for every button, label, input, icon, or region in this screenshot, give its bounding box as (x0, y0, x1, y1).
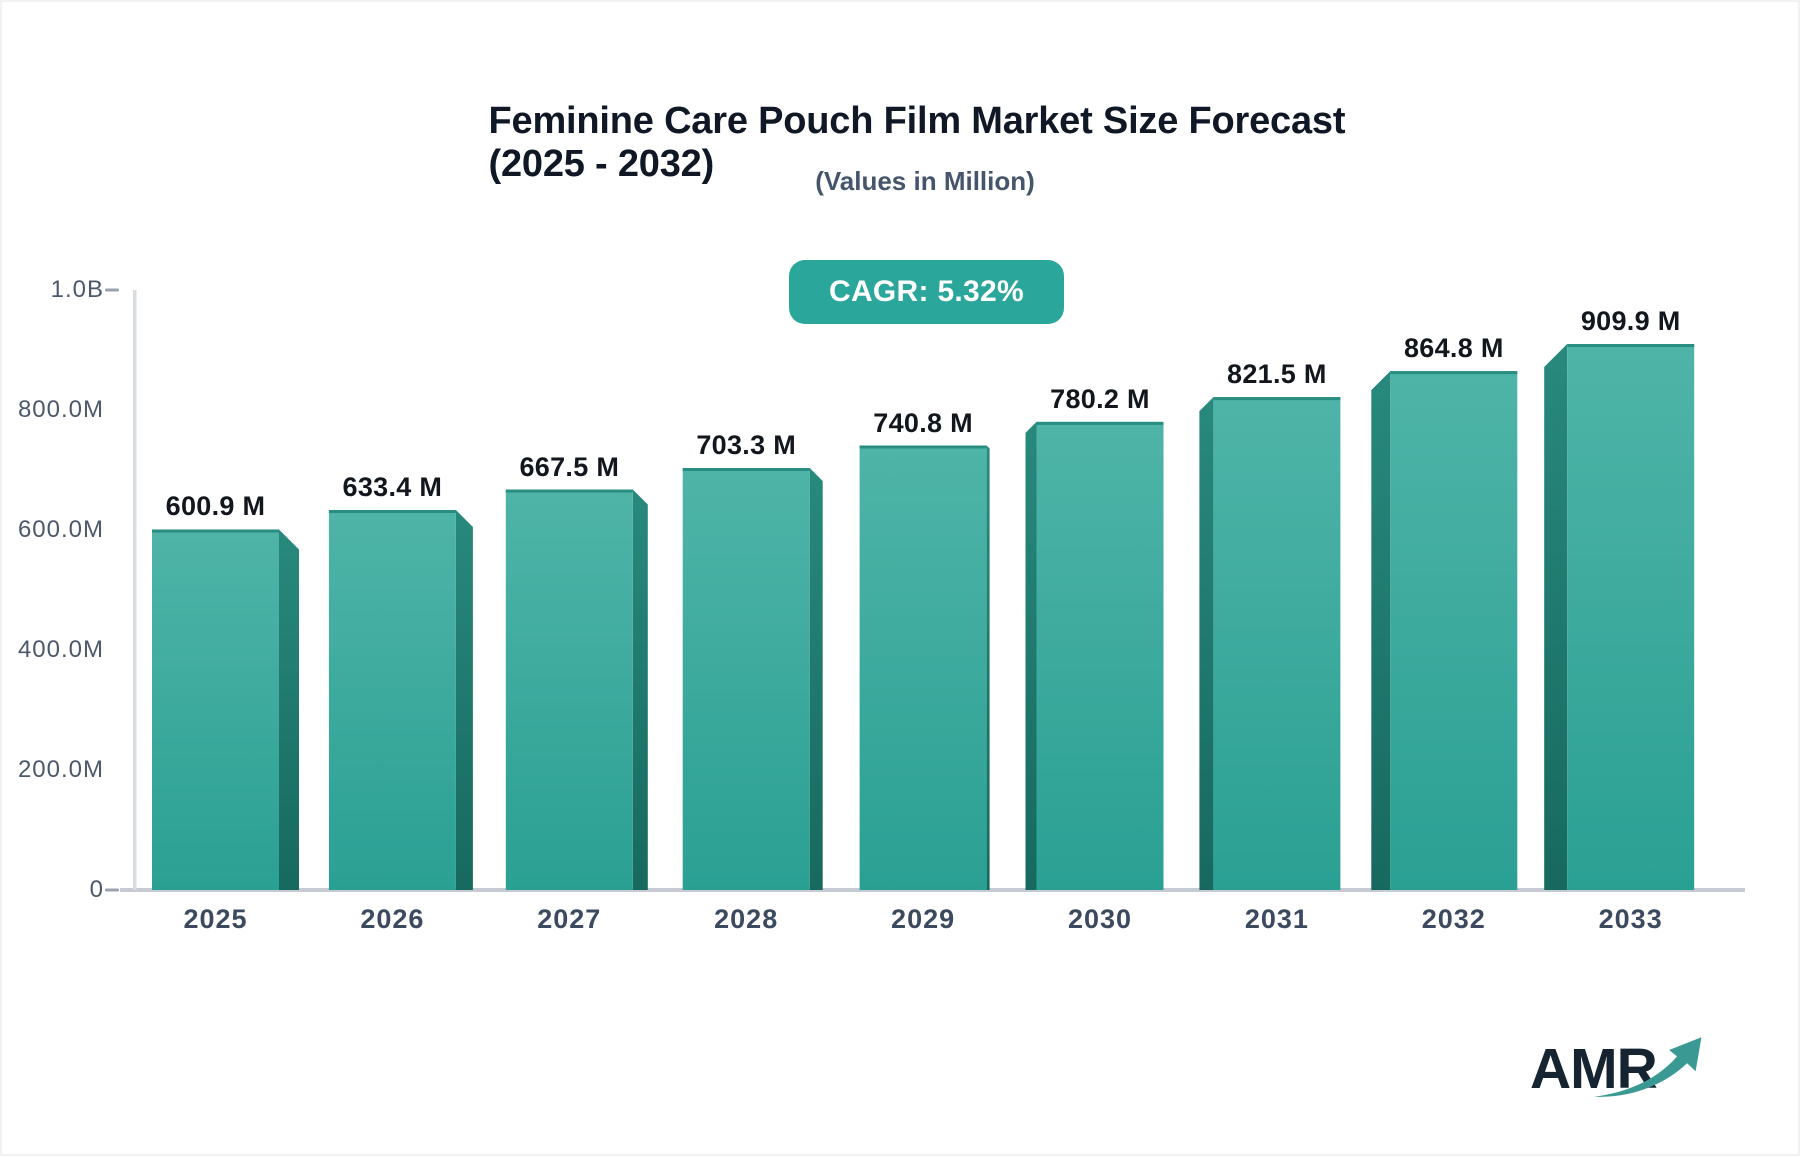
bar-2032[interactable] (1390, 371, 1518, 890)
year-label-2029: 2029 (891, 904, 956, 934)
year-label-2025: 2025 (183, 904, 248, 934)
cagr-badge: CAGR: 5.32% (789, 260, 1064, 324)
y-tick-label-200.0M: 200.0M (17, 756, 104, 783)
value-label-2033: 909.9 M (1580, 306, 1681, 337)
year-label-2027: 2027 (537, 904, 602, 934)
value-label-2029: 740.8 M (873, 407, 973, 438)
value-label-2030: 780.2 M (1050, 383, 1150, 414)
year-label-2032: 2032 (1421, 904, 1486, 934)
year-label-2026: 2026 (360, 904, 425, 934)
bar-2027[interactable] (505, 489, 633, 891)
bars-group (152, 344, 1695, 891)
bar-side-2027[interactable] (632, 489, 648, 891)
bar-side-2025[interactable] (279, 529, 299, 890)
year-label-2033: 2033 (1598, 904, 1663, 934)
value-label-2027: 667.5 M (519, 451, 620, 482)
year-label-2030: 2030 (1067, 904, 1133, 934)
chart-title: Feminine Care Pouch Film Market Size For… (488, 100, 1346, 185)
y-axis-tick-zero (105, 888, 119, 892)
y-tick-label-800.0M: 800.0M (17, 396, 104, 423)
value-label-2032: 864.8 M (1403, 333, 1504, 364)
chart-subtitle: (Values in Million) (815, 166, 1035, 196)
value-label-2028: 703.3 M (696, 430, 797, 461)
bar-side-2030[interactable] (1025, 421, 1037, 890)
bar-side-2031[interactable] (1199, 397, 1214, 890)
y-tick-label-400.0M: 400.0M (17, 636, 104, 663)
bar-2031[interactable] (1213, 397, 1341, 890)
bar-2029[interactable] (859, 445, 987, 890)
bar-2028[interactable] (682, 468, 810, 890)
y-axis-tick-top (105, 288, 119, 292)
bar-side-2029[interactable] (986, 445, 990, 890)
bar-side-2033[interactable] (1544, 344, 1568, 890)
value-label-2026: 633.4 M (342, 471, 443, 502)
bar-2026[interactable] (328, 509, 456, 890)
y-tick-label-600.0M: 600.0M (17, 516, 104, 543)
bar-2025[interactable] (152, 529, 279, 890)
y-tick-label-0: 0 (89, 876, 104, 903)
year-label-2028: 2028 (714, 904, 779, 934)
bar-side-2026[interactable] (455, 509, 473, 890)
bar-side-2028[interactable] (809, 468, 823, 890)
value-label-2025: 600.9 M (165, 491, 266, 522)
y-axis-line (133, 290, 137, 890)
bar-2030[interactable] (1036, 421, 1164, 890)
year-label-2031: 2031 (1244, 904, 1309, 934)
bar-2033[interactable] (1567, 344, 1695, 890)
amr-logo: AMR (1530, 1032, 1720, 1112)
y-tick-label-1.0B: 1.0B (50, 276, 104, 303)
logo-growth-arrow-icon (1594, 1037, 1702, 1097)
bar-side-2032[interactable] (1371, 371, 1391, 890)
value-label-2031: 821.5 M (1227, 359, 1327, 390)
